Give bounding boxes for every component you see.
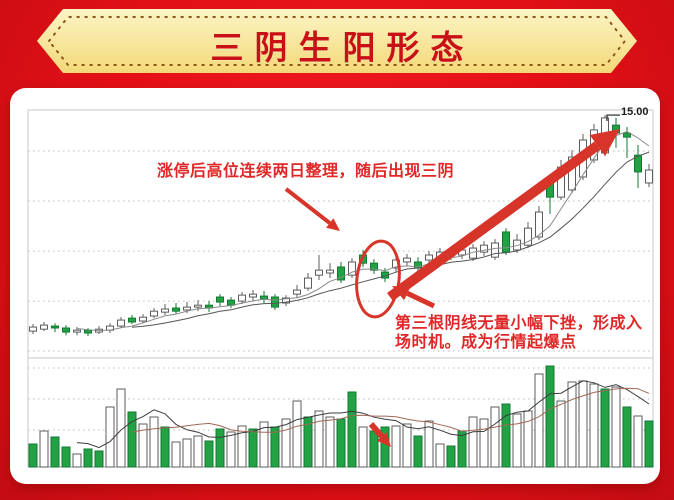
title-ribbon bbox=[37, 9, 637, 73]
chart-card bbox=[10, 88, 660, 484]
annotation-consolidation: 涨停后高位连续两日整理，随后出现三阴 bbox=[157, 163, 455, 180]
ribbon-shape bbox=[37, 9, 637, 73]
ribbon-dashed-border bbox=[47, 16, 627, 66]
annotation-entry: 第三根阴线无量小幅下挫，形成入场时机。成为行情起爆点 bbox=[395, 315, 643, 351]
price-high-label: 15.00 bbox=[621, 106, 649, 118]
page-title: 三阴生阳形态 bbox=[210, 29, 475, 66]
